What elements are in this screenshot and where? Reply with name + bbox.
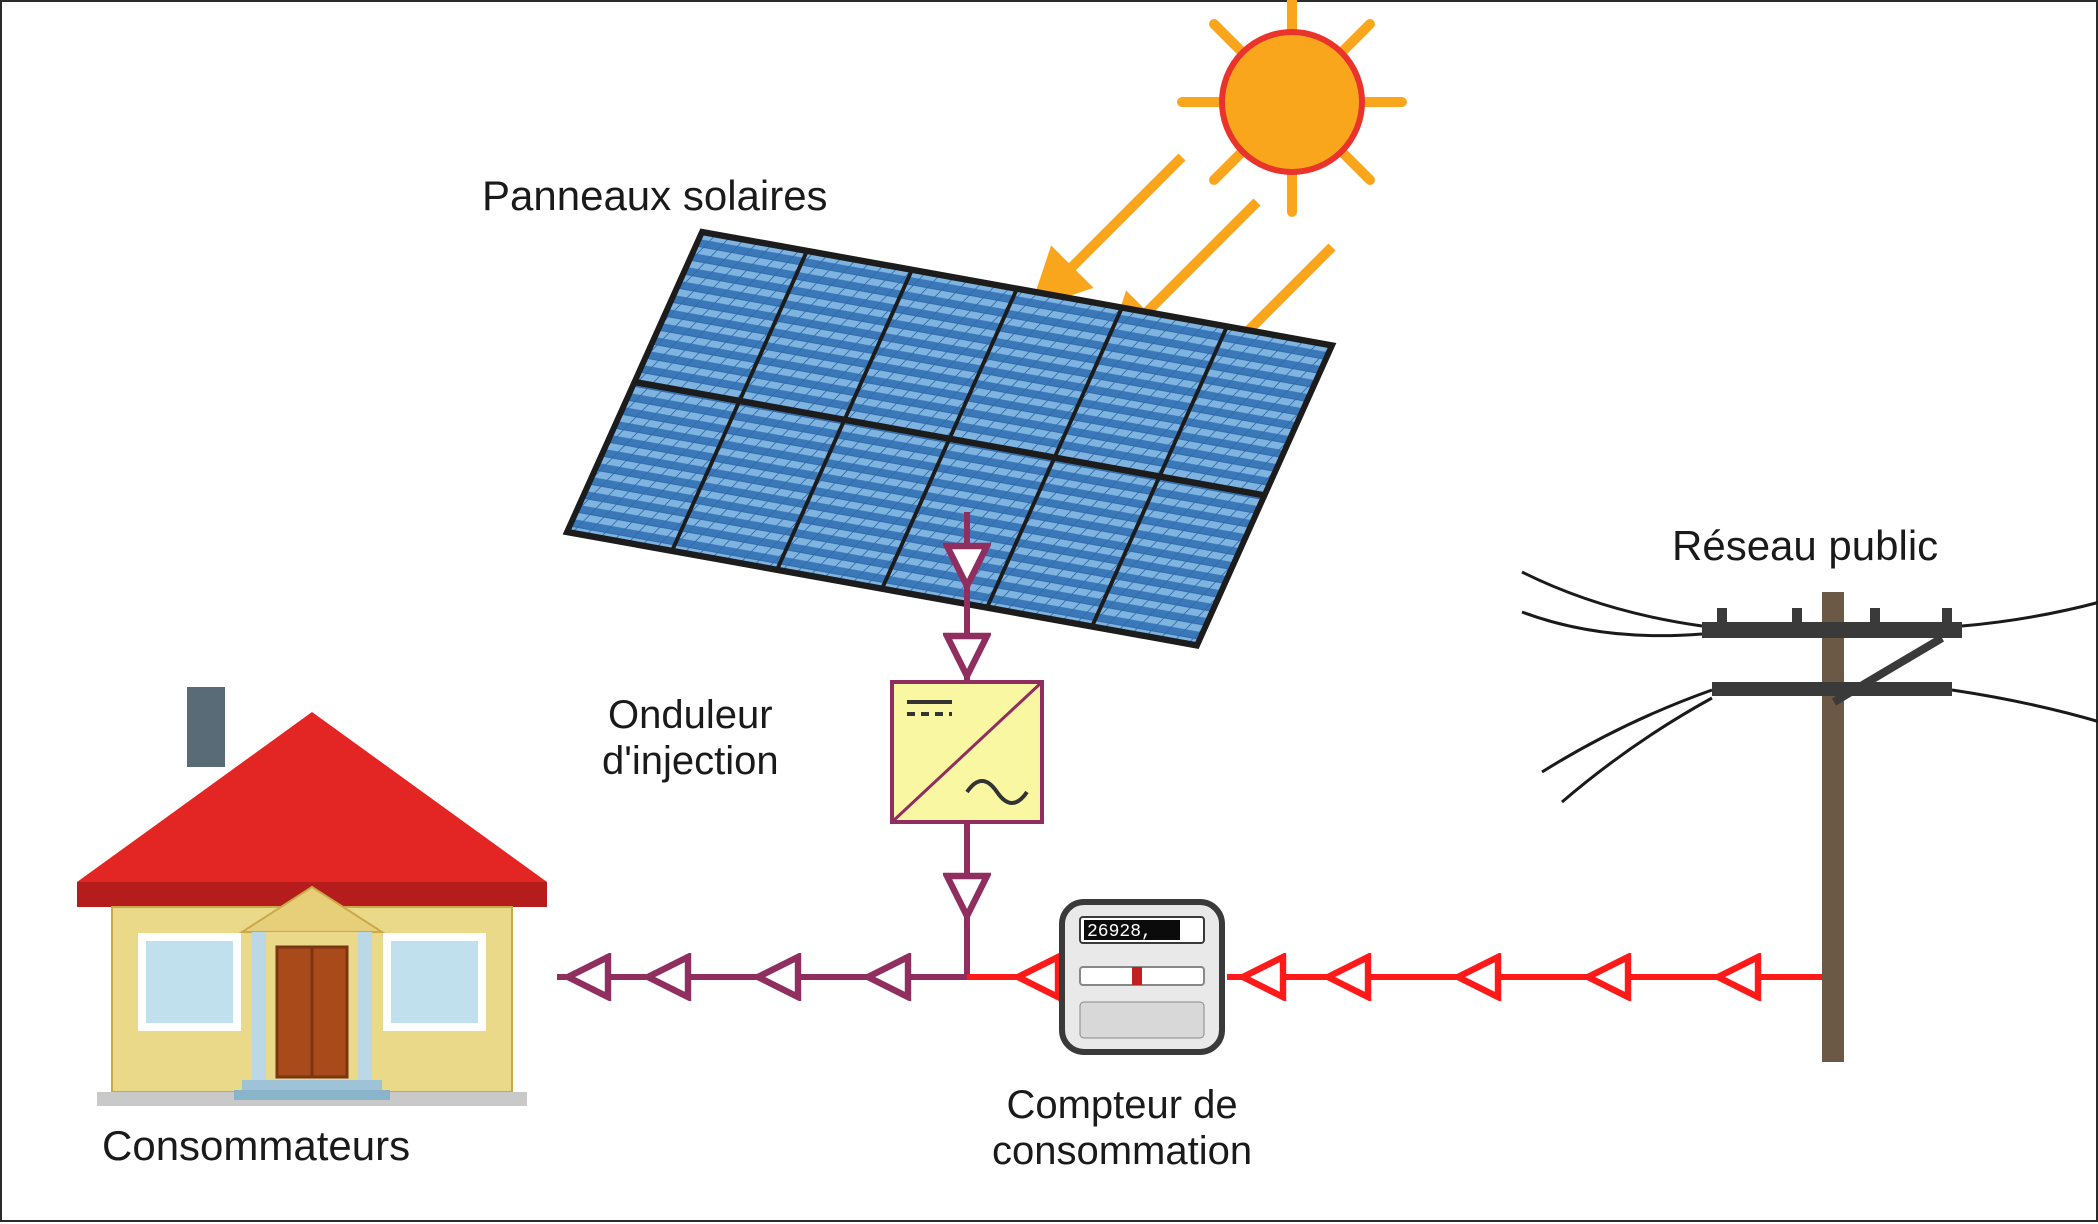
diagram-canvas: 26928,	[2, 2, 2098, 1224]
inverter-icon	[892, 682, 1042, 822]
meter-icon: 26928,	[1062, 902, 1222, 1052]
solar-panel-icon	[567, 232, 1332, 645]
sun-icon	[1182, 0, 1402, 212]
meter-reading: 26928,	[1087, 922, 1152, 942]
house-icon	[77, 687, 547, 1106]
utility-pole-icon	[1522, 572, 2098, 1062]
diagram-stage: Panneaux solaires Onduleur d'injection C…	[0, 0, 2098, 1222]
